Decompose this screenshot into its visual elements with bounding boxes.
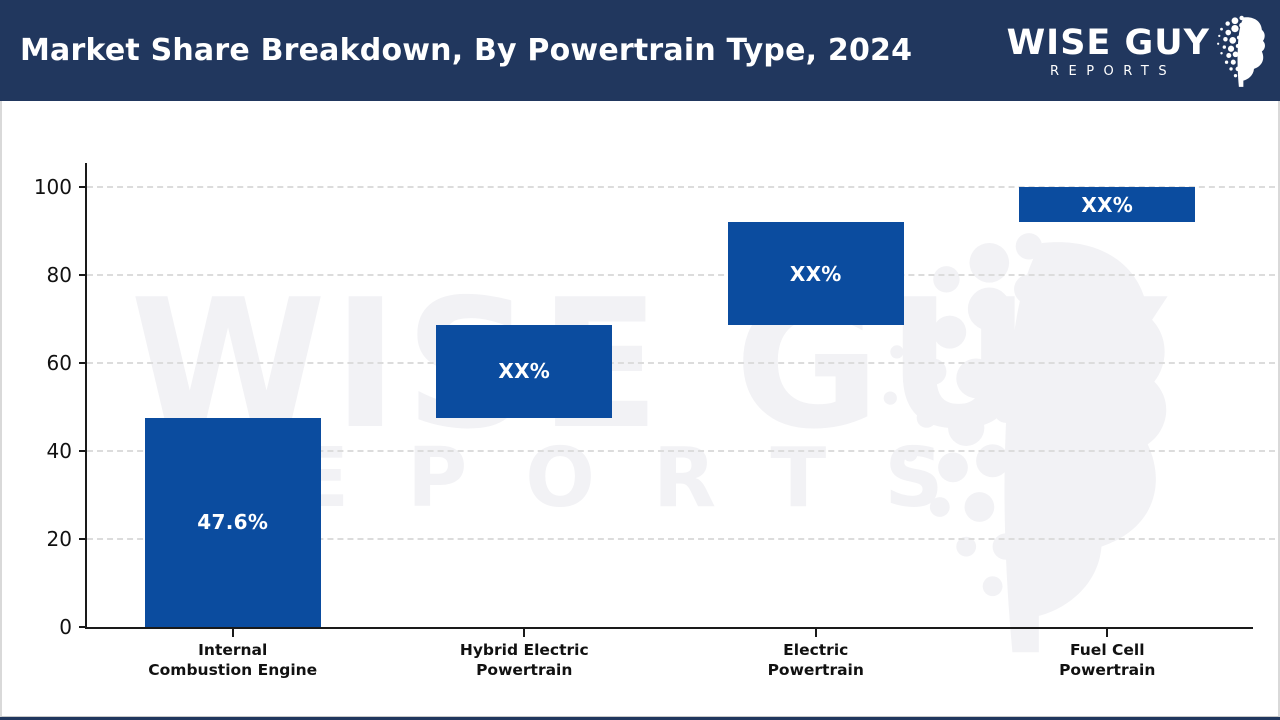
bar-4: XX%: [1019, 187, 1196, 223]
x-axis-category-label-line: Internal: [198, 641, 268, 659]
x-axis-tick: [231, 629, 234, 637]
bar-value-label: XX%: [498, 359, 551, 384]
x-axis-tick: [523, 629, 526, 637]
gridline-y80: [87, 274, 1275, 276]
x-axis-category-label: Fuel Cell Powertrain: [962, 640, 1254, 680]
bar-2: XX%: [436, 325, 613, 418]
logo-wordmark-line1: WISE GUY: [1006, 22, 1210, 63]
y-axis-tick-label: 0: [59, 615, 72, 639]
x-axis-category-label-line: Electric: [783, 641, 849, 659]
header: Market Share Breakdown, By Powertrain Ty…: [0, 0, 1280, 101]
x-axis-category-label: Hybrid Electric Powertrain: [379, 640, 671, 680]
x-axis-tick: [1106, 629, 1109, 637]
x-axis-category-label-line: Hybrid Electric: [459, 641, 589, 659]
y-axis-tick-label: 40: [46, 439, 72, 463]
x-axis-tick: [814, 629, 817, 637]
bar-1: 47.6%: [144, 417, 321, 627]
bar-value-label: 47.6%: [197, 510, 269, 535]
x-axis-category-label: Electric Powertrain: [670, 640, 962, 680]
y-axis-tick: [79, 362, 86, 364]
y-axis-tick: [79, 626, 86, 628]
bar-value-label: XX%: [1081, 192, 1134, 217]
bar-3: XX%: [727, 222, 904, 326]
y-axis-tick-label: 100: [33, 175, 72, 199]
gridline-y100: [87, 186, 1275, 188]
x-axis-spine: [85, 627, 1253, 629]
logo-wordmark: WISE GUY REPORTS: [1007, 24, 1210, 79]
bottom-strip: [0, 717, 1280, 720]
gridline-y40: [87, 450, 1275, 452]
wiseguy-logo: WISE GUY REPORTS: [1007, 8, 1268, 94]
y-axis-tick: [79, 538, 86, 540]
x-axis-category-label-line: Powertrain: [476, 661, 573, 679]
gridline-y60: [87, 362, 1275, 364]
y-axis-tick-label: 80: [46, 263, 72, 287]
y-axis-tick: [79, 274, 86, 276]
y-axis-tick: [79, 450, 86, 452]
chart-title: Market Share Breakdown, By Powertrain Ty…: [20, 33, 913, 68]
y-axis-tick-label: 60: [46, 351, 72, 375]
y-axis-tick: [79, 186, 86, 188]
y-axis-tick-label: 20: [46, 527, 72, 551]
x-axis-category-label-line: Powertrain: [767, 661, 864, 679]
gridline-y20: [87, 538, 1275, 540]
x-axis-category-label-line: Combustion Engine: [148, 661, 318, 679]
x-axis-category-label-line: Powertrain: [1059, 661, 1156, 679]
bar-value-label: XX%: [789, 261, 842, 286]
y-axis-spine: [85, 163, 87, 629]
x-axis-category-label-line: Fuel Cell: [1069, 641, 1145, 659]
logo-wordmark-line2: REPORTS: [1049, 63, 1177, 79]
x-axis-category-label: Internal Combustion Engine: [87, 640, 379, 680]
